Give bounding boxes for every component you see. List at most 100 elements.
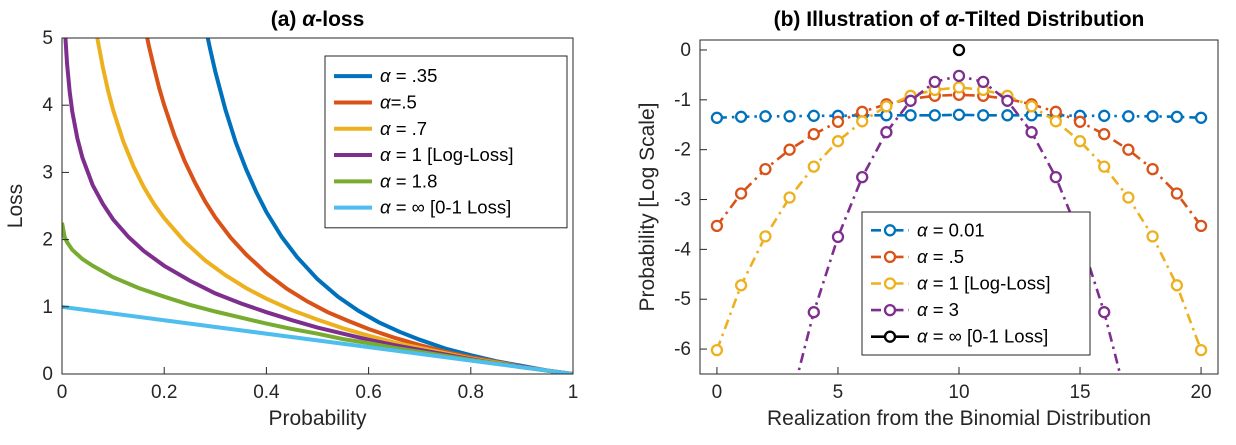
chart-1-series-0-marker	[759, 110, 772, 123]
chart-1-series-2-marker	[831, 135, 845, 148]
y-tick-label: -1	[674, 90, 691, 111]
chart-1-series-0-marker	[710, 111, 724, 124]
chart-1-series-2-marker	[1194, 343, 1208, 357]
chart-1-series-2-marker	[1073, 135, 1087, 148]
chart-a-alpha-loss: 0 0.2 0.4 0.6 0.8 1 0 1 2 3 4 5 α = .35 α=.5 α = .7 α =…	[4, 8, 579, 430]
y-tick-label: 3	[42, 162, 53, 183]
x-tick-label: 20	[1190, 382, 1211, 403]
legend-label: α = 1 [Log-Loss]	[917, 273, 1050, 294]
chart-1-series-1-marker	[710, 219, 724, 233]
legend-swatch-marker	[883, 250, 897, 264]
y-tick-label: -4	[674, 239, 691, 260]
chart-1-series-1-marker	[783, 143, 796, 156]
chart-1-series-1-marker	[1146, 162, 1159, 176]
legend-label: α = .35	[380, 65, 437, 86]
chart-1-series-3-marker	[1025, 126, 1038, 139]
x-tick-label: 0.8	[458, 382, 484, 403]
y-tick-label: -6	[674, 339, 691, 360]
legend-label: α = 3	[917, 299, 959, 320]
legend-label: α = 0.01	[917, 219, 985, 240]
chart-1-series-3-marker	[1098, 306, 1111, 319]
chart-1-series-2-marker	[952, 81, 966, 94]
chart-1-series-0-marker	[1194, 111, 1208, 124]
x-tick-label: 15	[1069, 382, 1090, 403]
chart-1-series-2-marker	[734, 279, 748, 292]
legend-label: α = ∞ [0-1 Loss]	[917, 326, 1048, 347]
chart-1-series-0-marker	[1098, 109, 1111, 122]
chart-1-series-3-marker	[977, 75, 990, 89]
x-tick-label: 0	[712, 382, 723, 403]
chart-1-series-3-marker	[904, 94, 917, 107]
x-tick-label: 10	[948, 382, 969, 403]
legend-swatch-marker	[883, 330, 897, 343]
chart-b-alpha-tilted-distribution: 0 5 10 15 20 0 -1 -2 -3 -4 -5 -6 α = 0.01 α = .5 α = 1…	[618, 0, 1236, 445]
chart-1-series-3-marker	[1049, 170, 1062, 184]
chart-1-series-3-marker	[952, 69, 966, 83]
chart-1-series-3-marker	[928, 75, 941, 89]
chart-1-series-1-marker	[1098, 128, 1111, 141]
legend-label: α = .5	[917, 246, 964, 267]
chart-a-xaxis-label: Probability	[268, 407, 367, 430]
chart-1-series-0-marker	[783, 110, 796, 123]
chart-1-series-2-marker	[807, 160, 820, 173]
chart-1-series-2-marker	[783, 191, 796, 204]
chart-1-series-2-marker	[1049, 115, 1062, 128]
chart-1-series-2-marker	[1170, 279, 1184, 292]
y-tick-label: 0	[680, 40, 691, 61]
legend-swatch-marker	[883, 224, 897, 237]
chart-1-series-0-marker	[734, 110, 748, 123]
chart-1-series-4-marker	[952, 43, 966, 57]
chart-1-series-2-marker	[880, 100, 893, 113]
chart-1-series-3-marker	[1001, 94, 1014, 107]
chart-1-series-0-marker	[1146, 110, 1159, 123]
x-tick-label: 1	[568, 382, 579, 403]
chart-1-series-0-marker	[928, 109, 941, 122]
y-tick-label: 0	[42, 364, 53, 385]
x-tick-label: 0	[57, 382, 68, 403]
chart-1-series-0-marker	[1170, 110, 1184, 123]
legend-label: α = 1.8	[380, 170, 437, 191]
y-tick-label: 5	[42, 28, 53, 49]
chart-b-xaxis-label: Realization from the Binomial Distributi…	[767, 407, 1151, 430]
plot-area	[710, 43, 1208, 374]
plot-box	[61, 37, 574, 375]
chart-1-series-0-marker	[807, 109, 820, 122]
chart-1-series-2-marker	[1146, 230, 1159, 243]
x-tick-label: 0.4	[253, 382, 280, 403]
chart-1-series-1-marker	[1073, 115, 1087, 128]
y-tick-label: 1	[42, 297, 53, 318]
chart-a-canvas: 0 0.2 0.4 0.6 0.8 1 0 1 2 3 4 5 α = .35 α=.5 α = .7 α =…	[42, 28, 579, 403]
legend-label: α = ∞ [0-1 Loss]	[380, 197, 511, 218]
legend-swatch-marker	[883, 277, 897, 290]
legend-swatch-marker	[883, 303, 897, 317]
chart-a-yaxis-label: Loss	[4, 183, 27, 229]
chart-1-series-2-marker	[856, 115, 869, 128]
x-tick-label: 0.2	[151, 382, 177, 403]
y-tick-label: -3	[674, 190, 691, 211]
chart-b-canvas: 0 5 10 15 20 0 -1 -2 -3 -4 -5 -6 α = 0.01 α = .5 α = 1…	[674, 39, 1219, 403]
chart-1-series-2-marker	[759, 230, 772, 243]
chart-1-series-0-marker	[904, 109, 917, 122]
plot-area	[62, 38, 573, 374]
legend-label: α = .7	[380, 118, 427, 139]
chart-1-series-2-line	[715, 86, 1203, 351]
y-tick-label: 4	[42, 95, 53, 116]
legend-label: α=.5	[380, 91, 417, 112]
chart-1-series-0-marker	[952, 108, 966, 121]
chart-1-series-2-marker	[710, 343, 724, 357]
chart-1-series-3-marker	[807, 306, 820, 319]
chart-1-series-3-marker	[856, 170, 869, 184]
chart-1-series-1-marker	[1122, 143, 1135, 156]
legend-box	[324, 55, 568, 229]
chart-1-series-1-marker	[1194, 219, 1208, 233]
chart-1-series-3-marker	[880, 126, 893, 139]
chart-1-series-2-marker	[1122, 191, 1135, 204]
chart-1-series-0-marker	[1122, 110, 1135, 123]
chart-1-series-3-marker	[831, 230, 845, 244]
y-tick-label: -2	[674, 140, 691, 161]
chart-1-series-0-marker	[977, 109, 990, 122]
chart-1-series-0-marker	[1001, 109, 1014, 122]
chart-1-series-1-marker	[1170, 187, 1184, 200]
legend-label: α = 1 [Log-Loss]	[380, 144, 513, 165]
chart-1-series-1-marker	[734, 187, 748, 200]
